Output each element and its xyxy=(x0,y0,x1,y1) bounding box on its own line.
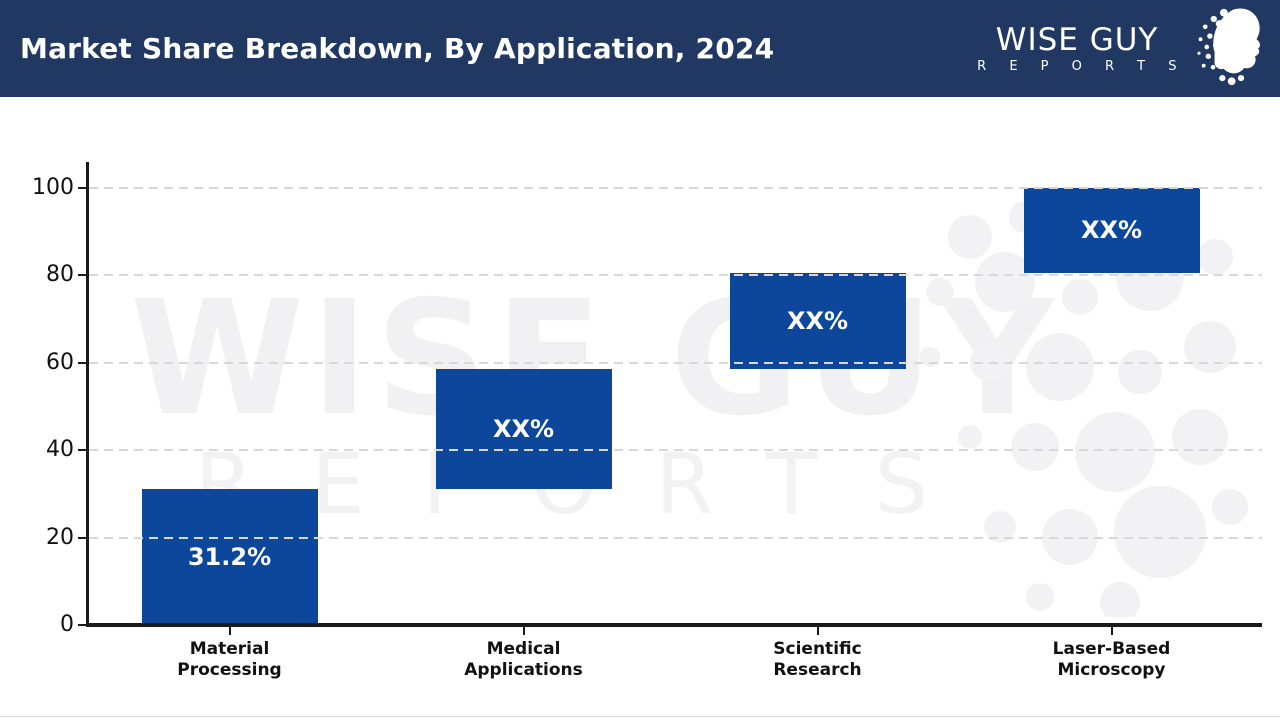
y-tick-label: 40 xyxy=(46,437,74,462)
y-axis-line xyxy=(86,162,89,625)
bar-value-label: XX% xyxy=(492,414,555,443)
bar: XX% xyxy=(435,368,612,489)
y-tick-mark xyxy=(78,186,87,189)
y-tick-label: 60 xyxy=(46,349,74,375)
dotted-face-profile-icon xyxy=(1188,5,1266,93)
x-tick-label: Material Processing xyxy=(177,639,282,680)
y-tick-mark xyxy=(78,361,87,364)
logo-subtitle: R E P O R T S xyxy=(977,58,1186,74)
y-tick-mark xyxy=(78,536,87,539)
y-tick-mark xyxy=(78,624,87,626)
grid-line xyxy=(89,449,1262,451)
y-tick-mark xyxy=(78,449,87,451)
x-axis-line xyxy=(86,623,1262,627)
y-tick-label: 0 xyxy=(60,612,74,637)
y-tick-label: 80 xyxy=(46,262,74,287)
x-tick-mark xyxy=(522,627,525,635)
x-tick-mark xyxy=(816,627,819,635)
bottom-border-line xyxy=(0,716,1280,717)
bar: 31.2% xyxy=(141,488,318,625)
grid-line xyxy=(89,186,1262,189)
grid-line xyxy=(89,361,1262,364)
bar-value-label: 31.2% xyxy=(187,542,272,571)
wise-guy-reports-logo: WISE GUY R E P O R T S xyxy=(968,5,1266,93)
x-tick-label: Laser-Based Microscopy xyxy=(1052,639,1171,680)
header-bar: Market Share Breakdown, By Application, … xyxy=(0,0,1280,97)
logo-wordmark: WISE GUY xyxy=(995,21,1159,58)
grid-line xyxy=(89,274,1262,276)
page-title: Market Share Breakdown, By Application, … xyxy=(20,32,775,65)
y-tick-mark xyxy=(78,274,87,276)
y-tick-label: 20 xyxy=(46,524,74,550)
grid-line xyxy=(89,536,1262,539)
x-tick-label: Medical Applications xyxy=(464,639,583,680)
bar-value-label: XX% xyxy=(786,306,849,335)
y-tick-label: 100 xyxy=(32,174,74,200)
bar: XX% xyxy=(729,272,906,369)
x-tick-mark xyxy=(228,627,231,635)
bar: XX% xyxy=(1023,187,1200,273)
x-tick-mark xyxy=(1110,627,1113,635)
logo-text: WISE GUY R E P O R T S xyxy=(968,24,1186,74)
bar-value-label: XX% xyxy=(1080,216,1143,245)
x-tick-label: Scientific Research xyxy=(773,639,862,680)
